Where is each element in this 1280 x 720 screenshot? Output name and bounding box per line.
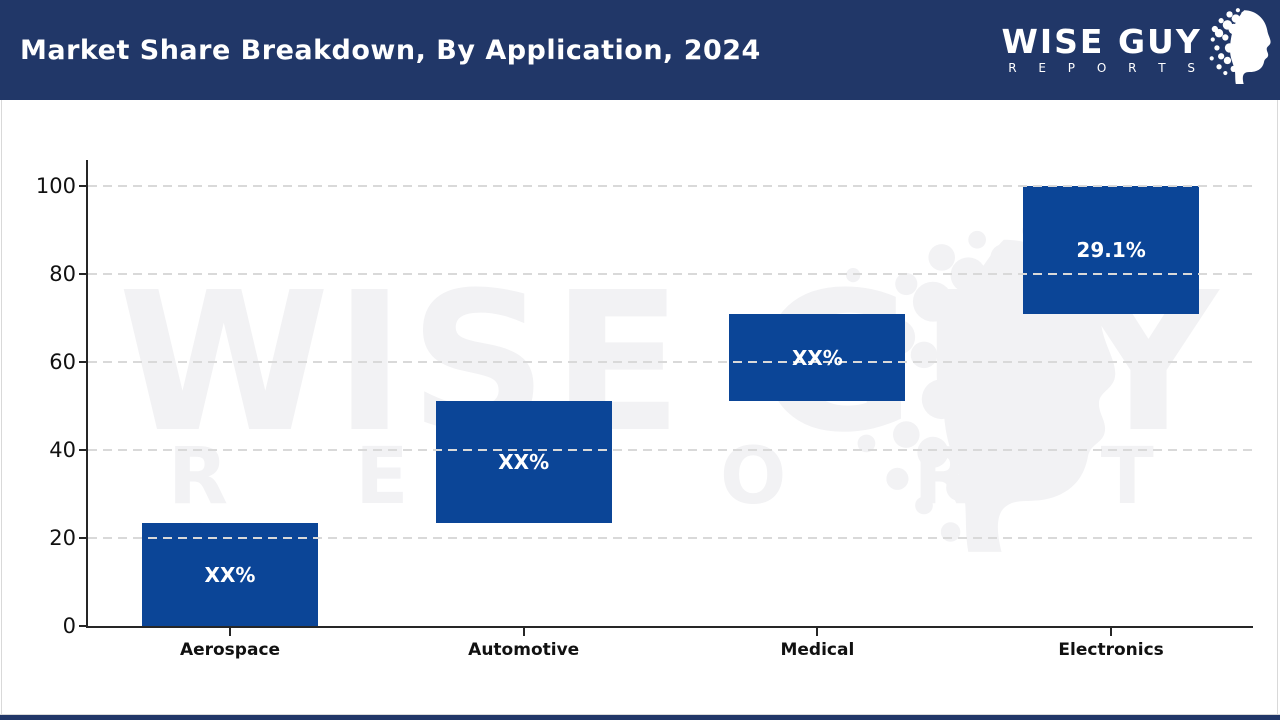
bar-value-label-electronics: 29.1% <box>1076 238 1146 263</box>
bar-value-label-medical: XX% <box>791 345 843 370</box>
header-bar: Market Share Breakdown, By Application, … <box>0 0 1280 100</box>
y-tick-label-80: 80 <box>49 262 76 286</box>
gridline-20 <box>88 537 1253 539</box>
x-tick-aerospace <box>229 628 231 636</box>
y-tick-label-100: 100 <box>35 174 76 198</box>
right-frame-line <box>1277 100 1278 715</box>
y-tick-label-60: 60 <box>49 350 76 374</box>
x-tick-medical <box>816 628 819 636</box>
bar-aerospace <box>142 523 318 626</box>
y-tick-label-20: 20 <box>49 526 76 550</box>
left-frame-line <box>1 100 2 715</box>
page-title: Market Share Breakdown, By Application, … <box>20 34 761 66</box>
wiseguy-face-icon <box>1209 8 1271 85</box>
x-category-label-electronics: Electronics <box>1058 640 1164 660</box>
bar-automotive <box>435 401 612 524</box>
bar-value-label-aerospace: XX% <box>204 562 256 587</box>
x-tick-automotive <box>522 628 525 636</box>
y-tick-80 <box>79 273 86 275</box>
y-tick-60 <box>79 361 86 363</box>
gridline-40 <box>88 449 1253 451</box>
logo-reports-label: R E P O R T S <box>1008 61 1204 76</box>
y-tick-0 <box>79 625 86 627</box>
y-tick-40 <box>79 449 86 451</box>
x-category-label-medical: Medical <box>780 640 855 660</box>
x-category-label-automotive: Automotive <box>468 640 580 660</box>
x-axis-line <box>86 626 1253 628</box>
gridline-100 <box>88 185 1253 187</box>
x-tick-electronics <box>1110 628 1113 636</box>
logo-wiseguy-label: WISE GUY <box>1001 21 1202 61</box>
y-tick-label-0: 0 <box>62 614 76 638</box>
footer-strip <box>0 715 1280 720</box>
gridline-60 <box>88 361 1253 363</box>
y-tick-100 <box>79 185 86 187</box>
wiseguy-logo: WISE GUY R E P O R T S <box>999 4 1274 96</box>
y-tick-label-40: 40 <box>49 438 76 462</box>
bar-value-label-automotive: XX% <box>498 450 550 475</box>
y-axis-line <box>86 160 88 628</box>
bottom-frame-line <box>0 714 1280 715</box>
x-category-label-aerospace: Aerospace <box>179 640 281 660</box>
y-tick-20 <box>79 537 86 539</box>
gridline-80 <box>88 273 1253 275</box>
wiseguy-logo-text: WISE GUY R E P O R T S <box>999 21 1204 76</box>
